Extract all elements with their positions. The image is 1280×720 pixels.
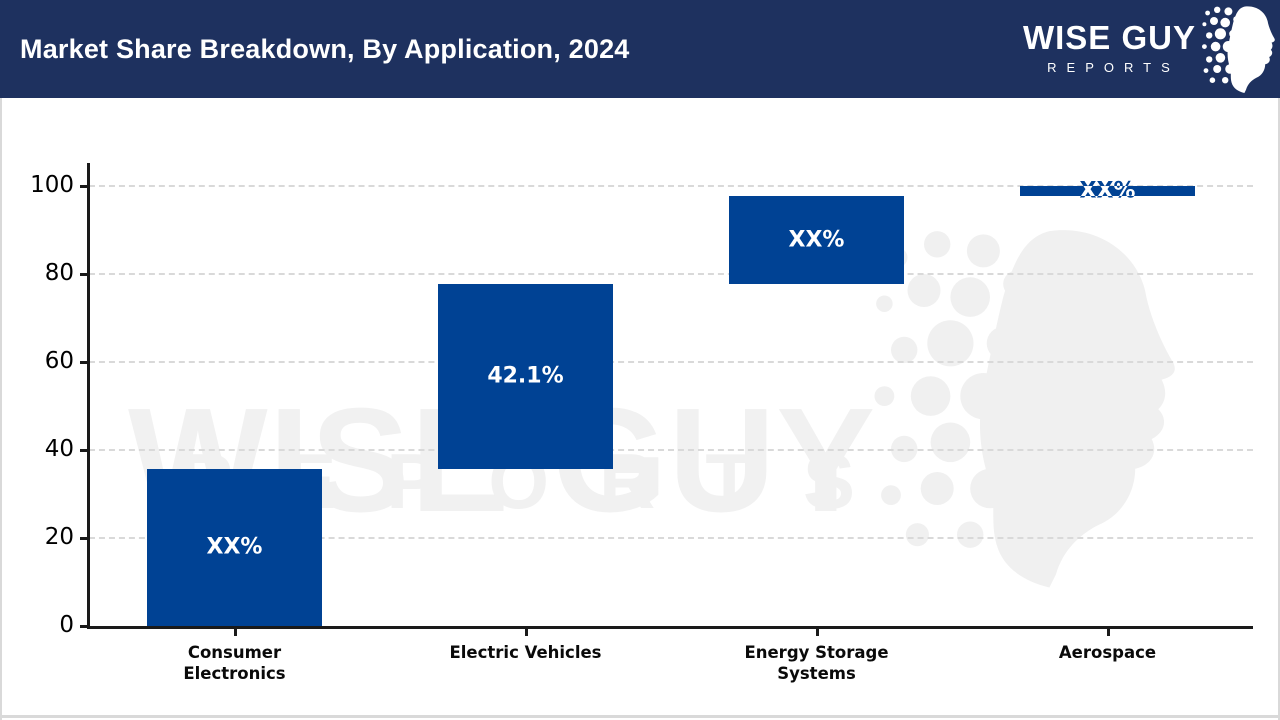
x-tick-label-line: Electric Vehicles: [449, 643, 602, 662]
gridline-60: [89, 361, 1253, 363]
x-tick-label-line: Electronics: [183, 664, 286, 684]
x-tick-consumer-electronics: [233, 628, 237, 636]
x-tick-energy-storage-systems: [815, 628, 819, 636]
bar-electric-vehicles: 42.1%: [438, 283, 613, 469]
watermark-head-icon: [874, 230, 1175, 588]
logo-wordmark: WISE GUY: [1022, 19, 1196, 56]
y-tick-0: [80, 625, 88, 628]
gridline-40: [89, 449, 1253, 451]
x-axis-line: [87, 626, 1253, 629]
bar-value-label-electric-vehicles: 42.1%: [487, 363, 564, 389]
y-tick-label-100: 100: [30, 172, 74, 198]
wiseguy-head-icon: [1202, 6, 1275, 93]
x-tick-label-electric-vehicles: Electric Vehicles: [416, 642, 636, 663]
bar-value-label-aerospace: XX%: [1080, 186, 1136, 196]
page-title: Market Share Breakdown, By Application, …: [20, 33, 630, 64]
gridline-80: [89, 273, 1253, 275]
x-tick-label-energy-storage-systems: Energy Storage Systems: [707, 642, 927, 685]
logo: WISE GUY REPORTS: [1023, 0, 1278, 98]
y-tick-label-80: 80: [44, 260, 74, 286]
x-tick-label-aerospace: Aerospace: [998, 642, 1218, 663]
y-axis-line: [87, 163, 90, 629]
gridline-100: [89, 185, 1253, 187]
x-tick-label-consumer-electronics: Consumer Electronics: [125, 642, 345, 685]
y-tick-label-20: 20: [44, 524, 74, 550]
page-right-border: [1278, 98, 1280, 720]
bar-aerospace: XX%: [1020, 186, 1195, 197]
bar-energy-storage-systems: XX%: [729, 196, 904, 284]
x-tick-label-line: Consumer: [187, 643, 282, 662]
x-tick-label-line: Energy Storage: [744, 643, 889, 662]
logo-reports-label: REPORTS: [1047, 60, 1180, 75]
bar-value-label-energy-storage-systems: XX%: [788, 227, 845, 253]
y-tick-20: [80, 537, 88, 540]
x-tick-label-line: Aerospace: [1058, 643, 1157, 662]
y-tick-40: [80, 449, 88, 452]
bar-consumer-electronics: XX%: [147, 468, 322, 626]
x-tick-label-line: Systems: [777, 664, 856, 684]
page-left-border: [0, 98, 2, 720]
y-tick-label-0: 0: [59, 612, 74, 638]
header: Market Share Breakdown, By Application, …: [0, 0, 1280, 98]
y-tick-label-40: 40: [44, 436, 74, 462]
bar-value-label-consumer-electronics: XX%: [206, 534, 263, 560]
x-tick-electric-vehicles: [524, 628, 528, 636]
y-tick-60: [80, 361, 88, 364]
x-tick-aerospace: [1106, 628, 1110, 636]
y-tick-100: [80, 185, 88, 188]
y-tick-80: [80, 273, 88, 276]
chart-area: WISE GUY REPORTS 020406080100XX%XX%Consu…: [0, 98, 1280, 720]
page-bottom-border: [0, 715, 1280, 718]
gridline-20: [89, 537, 1253, 539]
logo-text: WISE GUY REPORTS: [1023, 19, 1196, 75]
y-tick-label-60: 60: [44, 348, 74, 374]
